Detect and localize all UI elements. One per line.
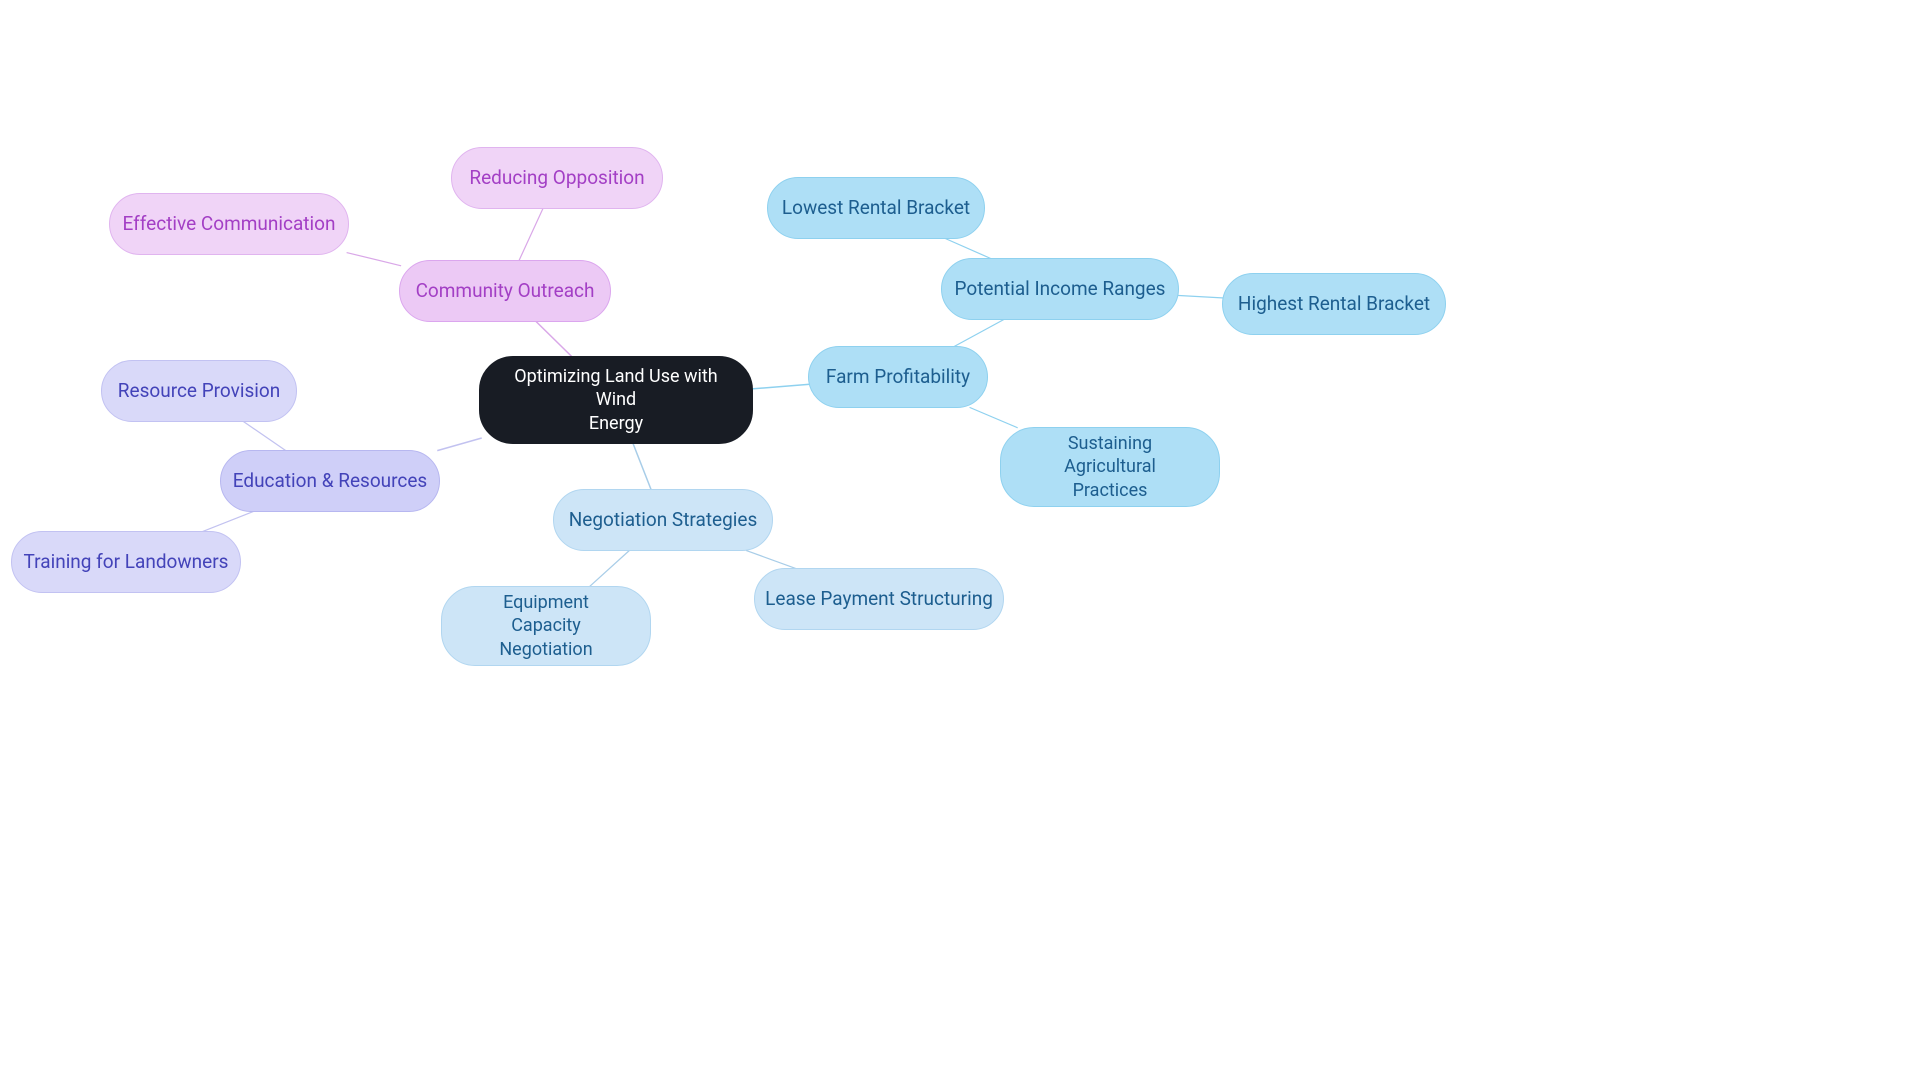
node-label-edu2: Training for Landowners bbox=[24, 550, 229, 575]
node-label-edu1: Resource Provision bbox=[118, 379, 280, 404]
node-neg1: Equipment Capacity Negotiation bbox=[441, 586, 651, 666]
node-root: Optimizing Land Use with Wind Energy bbox=[479, 356, 753, 444]
node-comm: Community Outreach bbox=[399, 260, 611, 322]
node-label-neg1: Equipment Capacity Negotiation bbox=[470, 591, 622, 661]
node-farm1: Potential Income Ranges bbox=[941, 258, 1179, 320]
node-label-farm1: Potential Income Ranges bbox=[955, 277, 1166, 302]
node-farm1a: Lowest Rental Bracket bbox=[767, 177, 985, 239]
node-farm: Farm Profitability bbox=[808, 346, 988, 408]
node-comm1: Effective Communication bbox=[109, 193, 349, 255]
node-neg2: Lease Payment Structuring bbox=[754, 568, 1004, 630]
node-label-farm: Farm Profitability bbox=[826, 365, 970, 390]
node-label-neg2: Lease Payment Structuring bbox=[765, 587, 993, 612]
node-neg: Negotiation Strategies bbox=[553, 489, 773, 551]
node-label-neg: Negotiation Strategies bbox=[569, 508, 758, 533]
node-label-farm1b: Highest Rental Bracket bbox=[1238, 292, 1430, 317]
node-label-comm1: Effective Communication bbox=[123, 212, 336, 237]
node-edu: Education & Resources bbox=[220, 450, 440, 512]
node-label-edu: Education & Resources bbox=[233, 469, 428, 494]
node-edu1: Resource Provision bbox=[101, 360, 297, 422]
node-edu2: Training for Landowners bbox=[11, 531, 241, 593]
node-label-farm2: Sustaining Agricultural Practices bbox=[1029, 432, 1191, 502]
node-label-comm: Community Outreach bbox=[416, 279, 595, 304]
node-farm1b: Highest Rental Bracket bbox=[1222, 273, 1446, 335]
node-label-root: Optimizing Land Use with Wind Energy bbox=[508, 365, 724, 435]
node-label-farm1a: Lowest Rental Bracket bbox=[782, 196, 970, 221]
node-layer: Optimizing Land Use with Wind Energy Comm… bbox=[0, 0, 1920, 1083]
node-comm2: Reducing Opposition bbox=[451, 147, 663, 209]
node-farm2: Sustaining Agricultural Practices bbox=[1000, 427, 1220, 507]
node-label-comm2: Reducing Opposition bbox=[469, 166, 644, 191]
